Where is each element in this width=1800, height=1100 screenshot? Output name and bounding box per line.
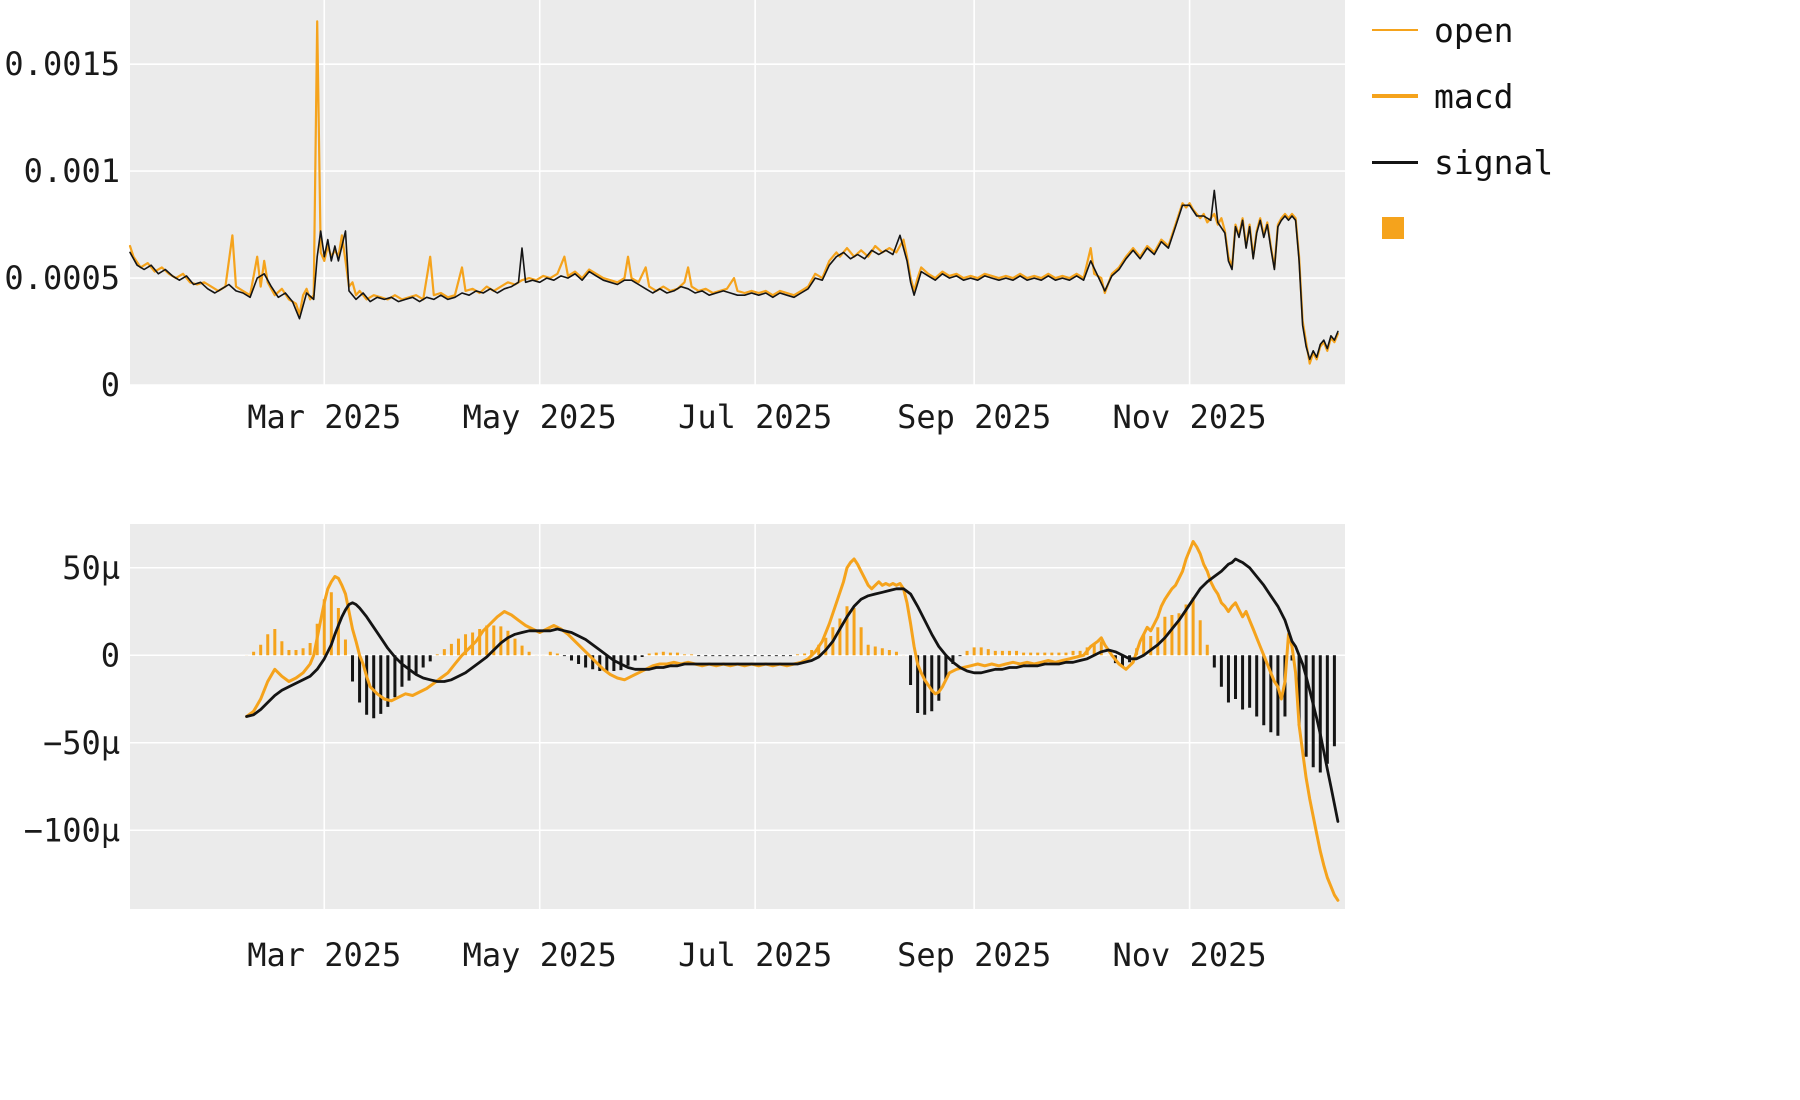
- svg-text:0: 0: [101, 366, 120, 404]
- legend-label-open: open: [1434, 10, 1514, 50]
- svg-text:Mar 2025: Mar 2025: [247, 398, 401, 436]
- svg-text:−50µ: −50µ: [43, 724, 120, 762]
- svg-text:Nov 2025: Nov 2025: [1113, 936, 1267, 974]
- legend-item-signal: signal: [1372, 142, 1553, 182]
- legend: open macd signal: [1372, 10, 1553, 248]
- histogram-square-swatch-icon: [1382, 217, 1404, 239]
- svg-text:May 2025: May 2025: [463, 398, 617, 436]
- legend-label-signal: signal: [1434, 142, 1554, 182]
- svg-text:0.0005: 0.0005: [4, 259, 120, 297]
- legend-item-open: open: [1372, 10, 1553, 50]
- svg-text:Sep 2025: Sep 2025: [897, 398, 1051, 436]
- legend-item-histogram: [1372, 208, 1553, 248]
- svg-text:Jul 2025: Jul 2025: [678, 398, 832, 436]
- svg-text:0.0015: 0.0015: [4, 45, 120, 83]
- signal-line-swatch-icon: [1372, 160, 1418, 164]
- svg-text:0.001: 0.001: [24, 152, 120, 190]
- macd-chart: 50µ 0 −50µ −100µ Mar 2025 May 2025 Jul 2025 Sep…: [24, 524, 1345, 974]
- svg-text:Sep 2025: Sep 2025: [897, 936, 1051, 974]
- svg-text:Jul 2025: Jul 2025: [678, 936, 832, 974]
- svg-text:50µ: 50µ: [62, 549, 120, 587]
- svg-text:−100µ: −100µ: [24, 811, 120, 849]
- legend-item-macd: macd: [1372, 76, 1553, 116]
- svg-text:Nov 2025: Nov 2025: [1113, 398, 1267, 436]
- legend-label-macd: macd: [1434, 76, 1514, 116]
- svg-text:0: 0: [101, 636, 120, 674]
- svg-text:May 2025: May 2025: [463, 936, 617, 974]
- svg-text:Mar 2025: Mar 2025: [247, 936, 401, 974]
- open-line-swatch-icon: [1372, 29, 1418, 31]
- macd-line-swatch-icon: [1372, 94, 1418, 98]
- price-chart: 0 0.0005 0.001 0.0015 Mar 2025 May 2025 Jul 20…: [4, 0, 1345, 436]
